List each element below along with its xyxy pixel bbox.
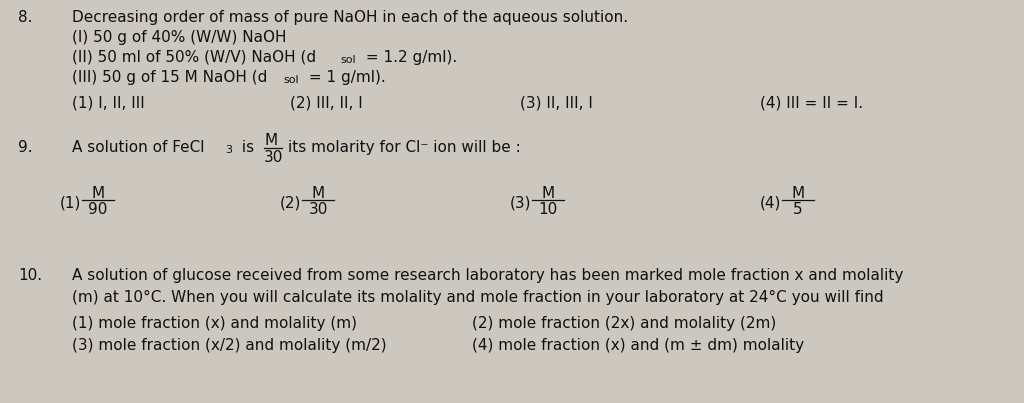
- Text: (4): (4): [760, 195, 781, 210]
- Text: (III) 50 g of 15 M NaOH (d: (III) 50 g of 15 M NaOH (d: [72, 70, 267, 85]
- Text: (4) III = II = I.: (4) III = II = I.: [760, 95, 863, 110]
- Text: 3: 3: [225, 145, 232, 155]
- Text: sol: sol: [340, 55, 355, 65]
- Text: A solution of FeCl: A solution of FeCl: [72, 140, 205, 155]
- Text: (3) mole fraction (x/2) and molality (m/2): (3) mole fraction (x/2) and molality (m/…: [72, 338, 387, 353]
- Text: M: M: [311, 186, 325, 201]
- Text: A solution of glucose received from some research laboratory has been marked mol: A solution of glucose received from some…: [72, 268, 903, 283]
- Text: 8.: 8.: [18, 10, 33, 25]
- Text: 10.: 10.: [18, 268, 42, 283]
- Text: (3) II, III, I: (3) II, III, I: [520, 95, 593, 110]
- Text: sol: sol: [283, 75, 299, 85]
- Text: is: is: [237, 140, 254, 155]
- Text: its molarity for Cl⁻ ion will be :: its molarity for Cl⁻ ion will be :: [288, 140, 521, 155]
- Text: 30: 30: [308, 202, 328, 217]
- Text: = 1 g/ml).: = 1 g/ml).: [304, 70, 386, 85]
- Text: (3): (3): [510, 195, 531, 210]
- Text: = 1.2 g/ml).: = 1.2 g/ml).: [361, 50, 458, 65]
- Text: (2) III, II, I: (2) III, II, I: [290, 95, 362, 110]
- Text: M: M: [264, 133, 278, 148]
- Text: (II) 50 ml of 50% (W/V) NaOH (d: (II) 50 ml of 50% (W/V) NaOH (d: [72, 50, 316, 65]
- Text: 5: 5: [794, 202, 803, 217]
- Text: (2): (2): [280, 195, 301, 210]
- Text: (4) mole fraction (x) and (m ± dm) molality: (4) mole fraction (x) and (m ± dm) molal…: [472, 338, 804, 353]
- Text: M: M: [542, 186, 555, 201]
- Text: 90: 90: [88, 202, 108, 217]
- Text: (2) mole fraction (2x) and molality (2m): (2) mole fraction (2x) and molality (2m): [472, 316, 776, 331]
- Text: Decreasing order of mass of pure NaOH in each of the aqueous solution.: Decreasing order of mass of pure NaOH in…: [72, 10, 628, 25]
- Text: 30: 30: [264, 150, 284, 165]
- Text: (I) 50 g of 40% (W/W) NaOH: (I) 50 g of 40% (W/W) NaOH: [72, 30, 287, 45]
- Text: (1) I, II, III: (1) I, II, III: [72, 95, 144, 110]
- Text: (m) at 10°C. When you will calculate its molality and mole fraction in your labo: (m) at 10°C. When you will calculate its…: [72, 290, 884, 305]
- Text: (1) mole fraction (x) and molality (m): (1) mole fraction (x) and molality (m): [72, 316, 357, 331]
- Text: (1): (1): [60, 195, 81, 210]
- Text: 9.: 9.: [18, 140, 33, 155]
- Text: 10: 10: [539, 202, 558, 217]
- Text: M: M: [91, 186, 104, 201]
- Text: M: M: [792, 186, 805, 201]
